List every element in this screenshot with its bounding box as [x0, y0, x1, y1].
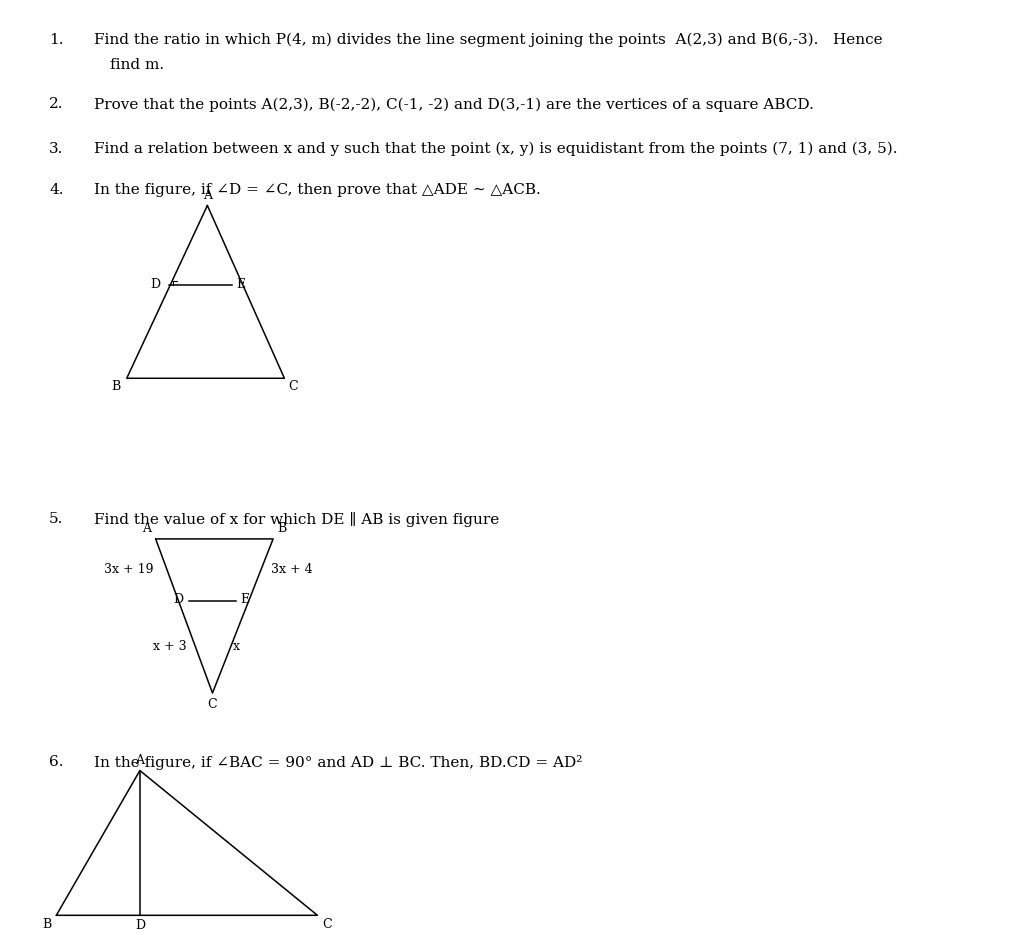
Text: 2.: 2. [49, 97, 63, 111]
Text: E: E [241, 593, 250, 606]
Text: B: B [42, 918, 51, 931]
Text: C: C [323, 918, 332, 931]
Text: 4.: 4. [49, 183, 63, 197]
Text: D: D [151, 277, 161, 290]
Text: In the figure, if ∠D = ∠C, then prove that △ADE ∼ △ACB.: In the figure, if ∠D = ∠C, then prove th… [94, 183, 541, 197]
Text: 6.: 6. [49, 755, 63, 769]
Text: x: x [232, 641, 240, 653]
Text: D: D [173, 593, 183, 606]
Text: Find the value of x for which DE ∥ AB is given figure: Find the value of x for which DE ∥ AB is… [94, 512, 500, 527]
Text: In the figure, if ∠BAC = 90° and AD ⊥ BC. Then, BD.CD = AD²: In the figure, if ∠BAC = 90° and AD ⊥ BC… [94, 755, 583, 770]
Text: A: A [142, 522, 152, 535]
Text: 3x + 4: 3x + 4 [271, 563, 312, 576]
Text: E: E [237, 277, 246, 290]
Text: D: D [135, 919, 145, 932]
Text: Find a relation between x and y such that the point (x, y) is equidistant from t: Find a relation between x and y such tha… [94, 142, 898, 156]
Text: 5.: 5. [49, 512, 63, 526]
Text: Find the ratio in which P(4, m) divides the line segment joining the points  A(2: Find the ratio in which P(4, m) divides … [94, 33, 883, 47]
Text: 3x + 19: 3x + 19 [104, 563, 154, 576]
Text: 3.: 3. [49, 142, 63, 156]
Text: A: A [135, 754, 144, 767]
Text: C: C [289, 380, 298, 393]
Text: B: B [112, 380, 121, 393]
Text: C: C [208, 698, 217, 711]
Text: find m.: find m. [110, 58, 164, 72]
Text: A: A [203, 189, 212, 202]
Text: x + 3: x + 3 [153, 641, 186, 653]
Text: Prove that the points A(2,3), B(-2,-2), C(-1, -2) and D(3,-1) are the vertices o: Prove that the points A(2,3), B(-2,-2), … [94, 97, 814, 111]
Text: 1.: 1. [49, 33, 63, 47]
Text: B: B [278, 522, 287, 535]
